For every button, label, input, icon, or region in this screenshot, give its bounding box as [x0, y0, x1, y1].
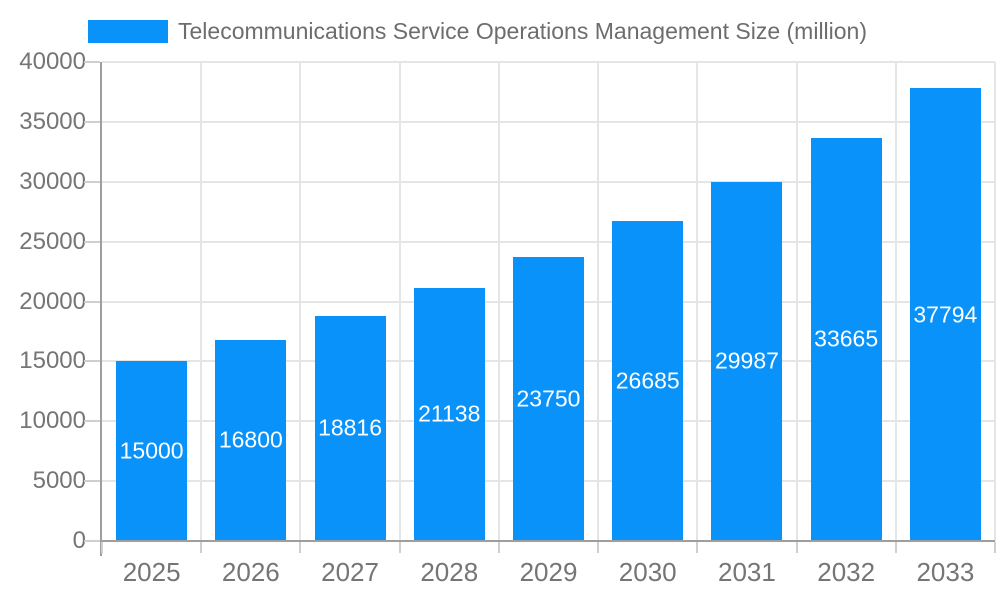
- x-tick: [101, 542, 103, 553]
- y-axis-label: 10000: [19, 407, 86, 435]
- x-tick: [994, 542, 996, 553]
- x-axis-label: 2032: [817, 557, 876, 587]
- x-axis-line: [84, 540, 995, 542]
- x-axis-label: 2028: [420, 557, 479, 587]
- v-gridline: [597, 62, 600, 541]
- x-axis-label: 2030: [618, 557, 677, 587]
- y-axis-label: 0: [72, 527, 86, 554]
- bar-value-label: 16800: [218, 426, 283, 453]
- bar[interactable]: 16800: [215, 339, 287, 541]
- x-tick: [398, 542, 401, 553]
- v-gridline: [299, 62, 302, 541]
- y-axis-label: 5000: [32, 467, 86, 495]
- bar-value-label: 23750: [516, 385, 581, 412]
- x-axis-label: 2033: [916, 557, 975, 587]
- bar[interactable]: 21138: [413, 287, 485, 541]
- y-tick: [84, 180, 100, 183]
- x-axis-label: 2027: [321, 557, 379, 587]
- y-axis-label: 20000: [19, 287, 86, 315]
- bar[interactable]: 26685: [612, 221, 684, 541]
- v-gridline: [696, 62, 699, 541]
- legend-label: Telecommunications Service Operations Ma…: [178, 17, 868, 44]
- v-gridline: [795, 62, 798, 541]
- x-tick: [696, 542, 699, 553]
- bar[interactable]: 29987: [711, 181, 783, 541]
- bar[interactable]: 23750: [513, 256, 584, 541]
- x-tick: [497, 542, 500, 553]
- h-gridline: [102, 61, 995, 63]
- y-axis-label: 15000: [19, 347, 86, 375]
- y-tick: [84, 61, 100, 63]
- bar-value-label: 37794: [913, 301, 978, 328]
- y-axis-line: [100, 62, 102, 556]
- y-axis-label: 40000: [19, 48, 86, 75]
- h-gridline: [102, 240, 995, 243]
- legend-swatch-icon: [88, 19, 168, 43]
- y-tick: [84, 120, 100, 123]
- x-axis-label: 2026: [221, 557, 280, 587]
- x-tick: [299, 542, 302, 553]
- x-tick: [597, 542, 600, 553]
- x-axis-label: 2029: [519, 557, 578, 587]
- y-tick: [84, 540, 100, 542]
- v-gridline: [200, 62, 203, 541]
- bar-value-label: 26685: [615, 367, 680, 394]
- bar-value-label: 29987: [714, 347, 779, 374]
- bar-value-label: 21138: [418, 400, 481, 427]
- x-tick: [795, 542, 798, 553]
- y-tick: [84, 360, 100, 363]
- bar-value-label: 18816: [318, 414, 383, 441]
- v-gridline: [497, 62, 500, 541]
- h-gridline: [102, 180, 995, 183]
- bar-value-label: 33665: [814, 325, 879, 352]
- bar[interactable]: 33665: [810, 137, 882, 541]
- y-tick: [84, 300, 100, 303]
- bar[interactable]: 37794: [909, 88, 981, 541]
- x-axis-label: 2031: [718, 557, 776, 587]
- y-axis-label: 30000: [19, 167, 86, 195]
- y-axis-label: 25000: [19, 227, 86, 255]
- legend-item[interactable]: Telecommunications Service Operations Ma…: [88, 18, 867, 44]
- y-tick: [84, 480, 100, 483]
- v-gridline: [994, 62, 996, 541]
- y-tick: [84, 420, 100, 423]
- plot-area: 15000 16800 18816 21138 23750 26685 29987 33665…: [102, 61, 996, 541]
- v-gridline: [398, 62, 401, 541]
- x-axis-label: 2025: [122, 557, 181, 587]
- x-tick: [894, 542, 897, 553]
- h-gridline: [102, 120, 995, 123]
- v-gridline: [894, 62, 897, 541]
- bar[interactable]: 18816: [314, 315, 386, 541]
- bar[interactable]: 15000: [116, 361, 188, 541]
- bar-value-label: 15000: [119, 437, 184, 464]
- y-axis-label: 35000: [19, 107, 86, 135]
- y-tick: [84, 240, 100, 243]
- x-tick: [200, 542, 203, 553]
